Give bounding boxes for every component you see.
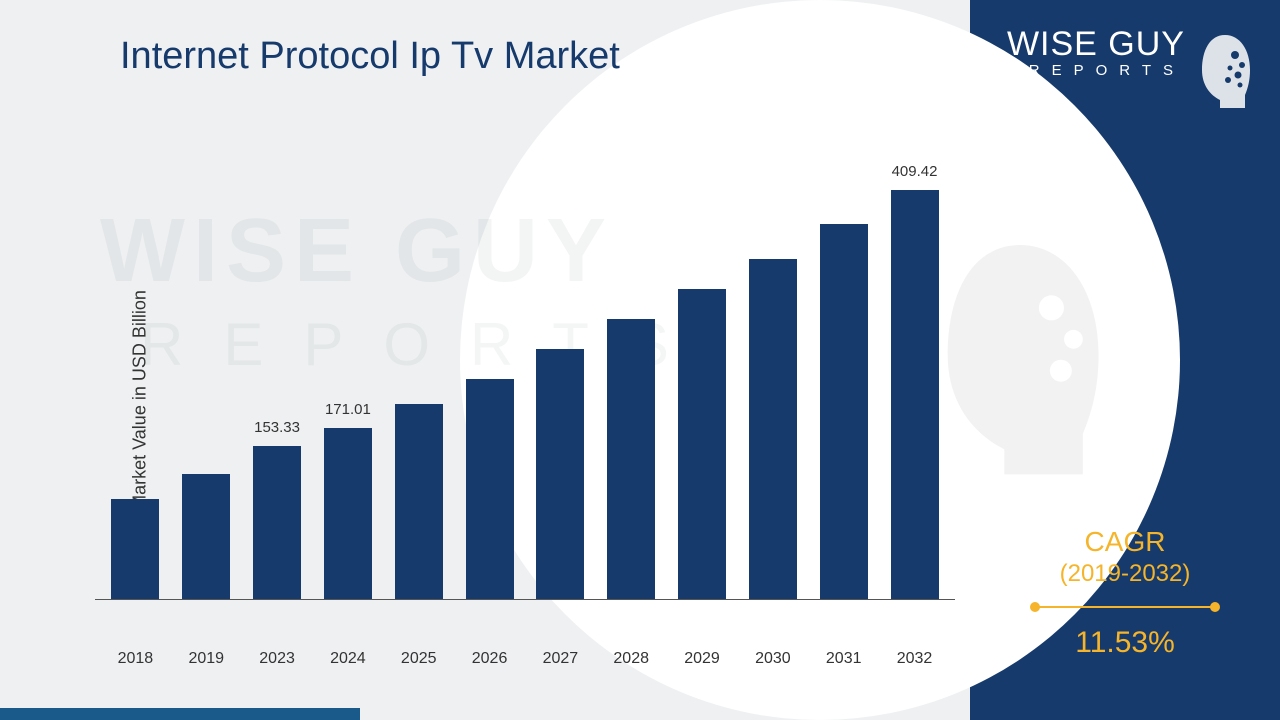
bar-wrap: 153.33 (242, 160, 313, 599)
x-tick-label: 2028 (596, 650, 667, 668)
bar-wrap (454, 160, 525, 599)
chart-title: Internet Protocol Ip Tv Market (120, 35, 620, 78)
bar (253, 446, 301, 599)
cagr-divider (1035, 606, 1215, 608)
bar-wrap (171, 160, 242, 599)
plot-area: 153.33 171.01 409.42 (95, 160, 955, 600)
bar (536, 349, 584, 599)
x-tick-label: 2024 (312, 650, 383, 668)
x-tick-label: 2027 (525, 650, 596, 668)
cagr-years: (2019-2032) (1000, 560, 1250, 588)
bar-wrap (383, 160, 454, 599)
bar (891, 190, 939, 599)
logo-area: WISE GUY REPORTS (1007, 25, 1260, 79)
bar (749, 259, 797, 599)
x-tick-label: 2019 (171, 650, 242, 668)
bar-value-label: 409.42 (892, 163, 938, 180)
bars-group: 153.33 171.01 409.42 (95, 160, 955, 599)
bar (607, 319, 655, 599)
bar-wrap (525, 160, 596, 599)
bar (324, 428, 372, 599)
x-tick-label: 2031 (808, 650, 879, 668)
x-tick-label: 2025 (383, 650, 454, 668)
bar-wrap (100, 160, 171, 599)
bar-wrap: 171.01 (312, 160, 383, 599)
head-icon (1190, 30, 1260, 110)
cagr-value: 11.53% (1000, 626, 1250, 660)
bar (820, 224, 868, 599)
logo-sub-text: REPORTS (1007, 62, 1185, 79)
bar (182, 474, 230, 599)
bar-wrap (596, 160, 667, 599)
bar-value-label: 171.01 (325, 401, 371, 418)
x-tick-label: 2023 (242, 650, 313, 668)
x-tick-label: 2030 (737, 650, 808, 668)
cagr-label: CAGR (1000, 526, 1250, 558)
bar-wrap (667, 160, 738, 599)
x-tick-label: 2029 (667, 650, 738, 668)
bar-value-label: 153.33 (254, 419, 300, 436)
x-tick-label: 2018 (100, 650, 171, 668)
bar (678, 289, 726, 599)
logo-main-text: WISE GUY (1007, 25, 1185, 64)
chart-container: Market Value in USD Billion 153.33171.01… (75, 160, 955, 640)
bar-wrap (737, 160, 808, 599)
bar (111, 499, 159, 599)
bar (395, 404, 443, 599)
x-tick-label: 2032 (879, 650, 950, 668)
x-axis-labels: 2018201920232024202520262027202820292030… (95, 650, 955, 668)
bar-wrap (808, 160, 879, 599)
bar (466, 379, 514, 599)
cagr-block: CAGR (2019-2032) 11.53% (1000, 526, 1250, 660)
bottom-accent-bar (0, 708, 360, 720)
bar-wrap: 409.42 (879, 160, 950, 599)
x-tick-label: 2026 (454, 650, 525, 668)
